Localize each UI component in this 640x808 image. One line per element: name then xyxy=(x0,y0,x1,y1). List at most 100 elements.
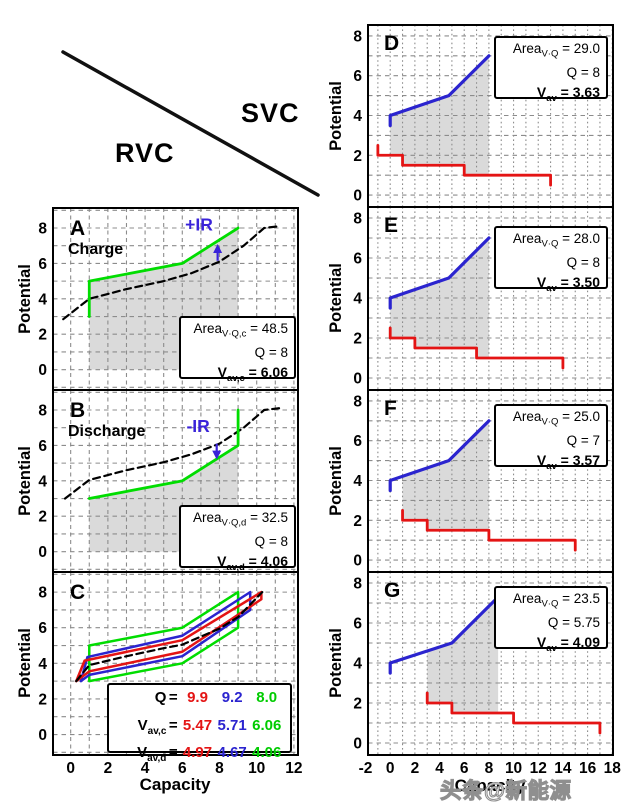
x-tick-label: 12 xyxy=(530,760,547,777)
y-tick-label: 8 xyxy=(353,393,362,410)
y-tick-label: 2 xyxy=(38,327,47,344)
vav-stat-line: Vav,d = 4.06 xyxy=(217,552,288,573)
vavc-row: Vav,c = 5.47 5.71 6.06 xyxy=(137,716,282,737)
vav-stat-line: Vav = 3.50 xyxy=(536,273,600,294)
x-tick-label: 0 xyxy=(66,760,75,777)
vav-stat-line: Vav = 3.63 xyxy=(536,83,600,104)
y-tick-label: 2 xyxy=(353,148,362,165)
y-axis-title-b: Potential xyxy=(16,446,34,516)
svc-label: SVC xyxy=(241,98,300,128)
q-stat-line: Q = 8 xyxy=(566,65,600,81)
y-tick-label: 4 xyxy=(353,473,362,490)
ir-arrow-head xyxy=(212,450,222,460)
panel-d-letter: D xyxy=(384,32,400,55)
area-stat-line: AreaV·Q,d = 32.5 xyxy=(192,510,288,529)
panel-f-letter: F xyxy=(384,397,397,420)
area-stat-line: AreaV·Q = 28.0 xyxy=(512,231,600,250)
area-stat-line: AreaV·Q = 29.0 xyxy=(512,41,600,60)
y-tick-label: 8 xyxy=(353,211,362,228)
y-axis-title-d: Potential xyxy=(327,81,345,151)
y-axis-title-g: Potential xyxy=(327,628,345,698)
y-tick-label: 4 xyxy=(353,108,362,125)
panel-a-letter: A xyxy=(70,217,86,240)
y-tick-label: 8 xyxy=(353,28,362,45)
divider-line xyxy=(61,50,320,197)
x-tick-label: 6 xyxy=(178,760,187,777)
panel-b-svc-discharge-line xyxy=(87,408,240,500)
panel-c-blue-loop xyxy=(79,590,252,683)
panel-a-svc-charge-line xyxy=(87,226,240,318)
x-axis-title-left: Capacity xyxy=(139,775,211,794)
panel-d-charge-blue-curve xyxy=(388,54,491,128)
x-axis-title-right: Capacity xyxy=(454,776,526,795)
plot-frame xyxy=(52,571,299,756)
vavd-row: Vav,d = 4.97 4.67 4.06 xyxy=(137,744,282,764)
y-tick-label: 4 xyxy=(38,473,47,490)
shaded-area xyxy=(427,597,499,713)
y-tick-label: 2 xyxy=(38,509,47,526)
y-tick-label: 2 xyxy=(38,691,47,708)
panel-c-letter: C xyxy=(70,581,86,604)
y-tick-label: 0 xyxy=(38,727,47,744)
rvc-svc-divider xyxy=(61,50,320,197)
y-tick-label: 4 xyxy=(38,656,47,673)
x-tick-label: 14 xyxy=(554,760,572,777)
y-tick-label: 8 xyxy=(38,585,47,602)
panel-d-stats-box: AreaV·Q = 29.0 Q = 8 Vav = 3.63 xyxy=(494,36,608,103)
y-axis-title-e: Potential xyxy=(327,263,345,333)
panel-e-letter: E xyxy=(384,214,399,237)
q-stat-line: Q = 8 xyxy=(254,534,288,550)
y-tick-label: 4 xyxy=(353,291,362,308)
y-tick-label: 2 xyxy=(353,513,362,530)
q-row: Q = 9.9 9.2 8.0 xyxy=(154,689,278,706)
x-tick-label: 0 xyxy=(386,760,395,777)
y-tick-label: 6 xyxy=(353,616,362,633)
x-tick-label: 2 xyxy=(411,760,420,777)
q-stat-line: Q = 5.75 xyxy=(547,615,600,631)
y-tick-label: 2 xyxy=(353,331,362,348)
rvc-label: RVC xyxy=(115,138,175,168)
panel-f-discharge-red-steps xyxy=(401,508,577,552)
area-stat-line: AreaV·Q,c = 48.5 xyxy=(193,321,288,340)
x-tick-label: 18 xyxy=(604,760,622,777)
ir-annotation-label: -IR xyxy=(186,416,210,436)
x-tick-label: 4 xyxy=(435,760,444,777)
vav-stat-line: Vav = 4.09 xyxy=(536,633,600,654)
y-tick-label: 8 xyxy=(353,576,362,593)
x-tick-label: 8 xyxy=(485,760,494,777)
ir-arrow-head xyxy=(213,243,223,253)
y-tick-label: 6 xyxy=(353,68,362,85)
panel-g-charge-blue-curve xyxy=(388,595,500,675)
y-axis-title-c: Potential xyxy=(16,628,34,698)
x-tick-label: 8 xyxy=(215,760,224,777)
watermark: 头条@新能源Leader xyxy=(439,778,572,808)
y-tick-label: 8 xyxy=(38,403,47,420)
y-tick-label: 2 xyxy=(353,696,362,713)
vav-stat-line: Vav = 3.57 xyxy=(536,451,600,472)
y-axis-title-a: Potential xyxy=(16,264,34,334)
q-stat-line: Q = 8 xyxy=(254,345,288,361)
y-tick-label: 4 xyxy=(353,656,362,673)
x-tick-label: 16 xyxy=(579,760,597,777)
y-tick-label: 0 xyxy=(38,544,47,561)
x-tick-label: 10 xyxy=(248,760,265,777)
q-stat-line: Q = 8 xyxy=(566,255,600,271)
shaded-area xyxy=(402,420,489,531)
y-tick-label: 6 xyxy=(353,251,362,268)
x-tick-label: 2 xyxy=(104,760,113,777)
x-tick-label: 6 xyxy=(460,760,469,777)
panel-f-charge-blue-curve xyxy=(388,419,491,493)
panel-f-stats-box: AreaV·Q = 25.0 Q = 7 Vav = 3.57 xyxy=(494,404,608,471)
x-tick-label: -2 xyxy=(359,760,373,777)
area-stat-line: AreaV·Q = 25.0 xyxy=(512,409,600,428)
q-stat-line: Q = 7 xyxy=(566,433,600,449)
charge-label: Charge xyxy=(68,241,124,258)
y-tick-label: 0 xyxy=(38,362,47,379)
panel-c-equilibrium-dashed-line xyxy=(75,591,264,683)
panel-g-stats-box: AreaV·Q = 23.5 Q = 5.75 Vav = 4.09 xyxy=(494,586,608,653)
y-tick-label: 6 xyxy=(353,433,362,450)
panel-g-letter: G xyxy=(384,579,401,602)
x-tick-label: 12 xyxy=(285,760,302,777)
